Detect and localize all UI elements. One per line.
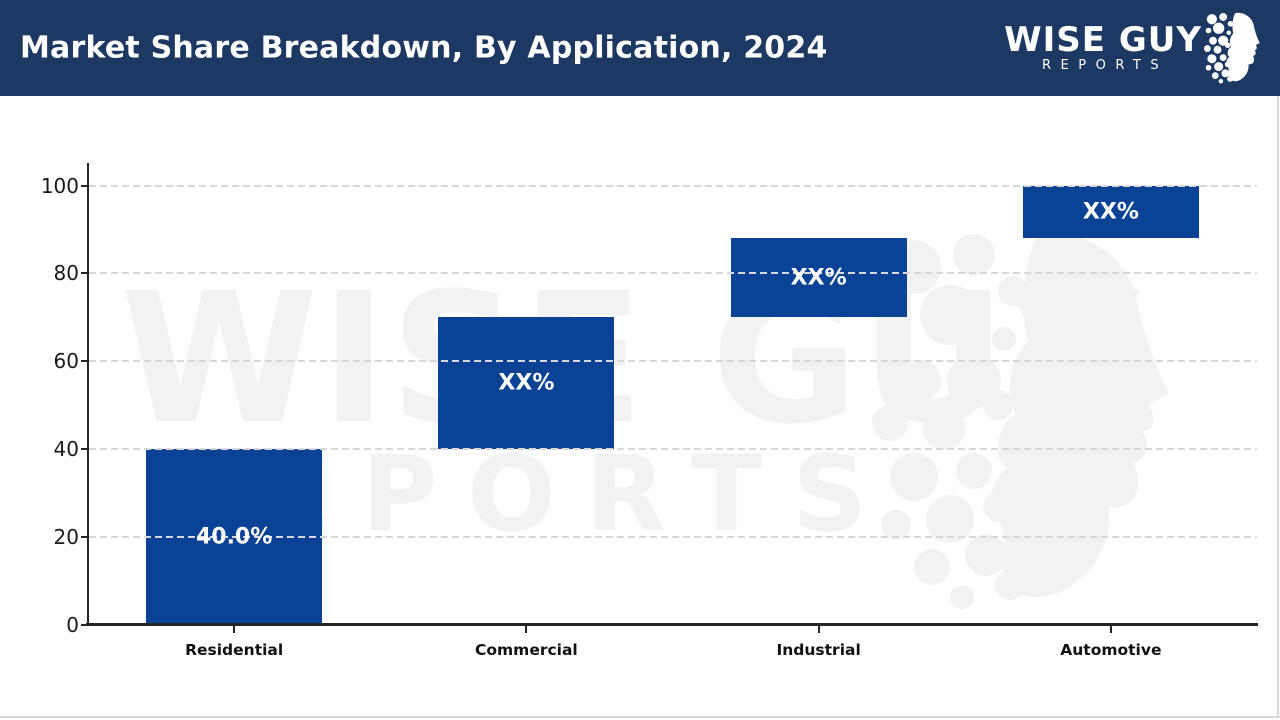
gridline-20 xyxy=(89,535,1257,538)
gridline-40 xyxy=(89,447,1257,450)
x-category-label-industrial: Industrial xyxy=(776,641,861,659)
y-tick-label-40: 40 xyxy=(53,436,79,461)
watermark: WISE GUY REPORTS xyxy=(0,96,1280,720)
x-category-label-residential: Residential xyxy=(185,641,284,659)
logo-text: WISE GUY REPORTS xyxy=(1004,19,1202,74)
page-bottom-border xyxy=(0,716,1280,718)
y-tick-mark-100 xyxy=(81,184,88,187)
y-axis-spine xyxy=(87,163,89,626)
y-tick-label-100: 100 xyxy=(40,173,79,198)
gridline-60 xyxy=(89,360,1257,363)
bar-industrial xyxy=(730,238,907,318)
y-tick-mark-80 xyxy=(81,272,88,275)
x-tick-mark-commercial xyxy=(525,626,528,633)
x-category-label-automotive: Automotive xyxy=(1060,641,1162,659)
x-category-label-commercial: Commercial xyxy=(474,641,578,659)
chart-title: Market Share Breakdown, By Application, … xyxy=(20,30,828,66)
bar-automotive xyxy=(1022,185,1199,239)
x-tick-mark-automotive xyxy=(1109,626,1112,633)
gridline-100 xyxy=(89,184,1257,187)
logo: WISE GUY REPORTS xyxy=(1004,6,1266,90)
watermark-head-icon xyxy=(872,233,1169,610)
y-tick-mark-20 xyxy=(81,535,88,538)
x-tick-mark-industrial xyxy=(817,626,820,633)
x-axis-spine xyxy=(86,623,1258,626)
chart-area: WISE GUY REPORTS 40.0% XX% XX% XX% 0 20 40 60 8… xyxy=(0,96,1280,720)
x-tick-mark-residential xyxy=(233,626,236,633)
header: Market Share Breakdown, By Application, … xyxy=(0,0,1280,96)
y-tick-mark-0 xyxy=(81,623,88,626)
y-tick-label-60: 60 xyxy=(53,349,79,374)
y-tick-label-20: 20 xyxy=(53,524,79,549)
bar-label-residential: 40.0% xyxy=(195,524,273,550)
bar-label-automotive: XX% xyxy=(1082,199,1139,225)
bar-label-commercial: XX% xyxy=(498,370,555,396)
y-tick-mark-60 xyxy=(81,360,88,363)
bar-label-industrial: XX% xyxy=(790,265,847,291)
y-tick-mark-40 xyxy=(81,447,88,450)
page-right-border xyxy=(1277,96,1279,718)
bar-commercial xyxy=(438,317,615,449)
gridline-80 xyxy=(89,272,1257,275)
logo-wordmark: WISE GUY xyxy=(1004,19,1202,60)
y-tick-label-80: 80 xyxy=(53,261,79,286)
logo-subtitle: REPORTS xyxy=(1042,58,1169,74)
y-tick-label-0: 0 xyxy=(66,612,79,637)
logo-head-icon xyxy=(1204,12,1260,84)
